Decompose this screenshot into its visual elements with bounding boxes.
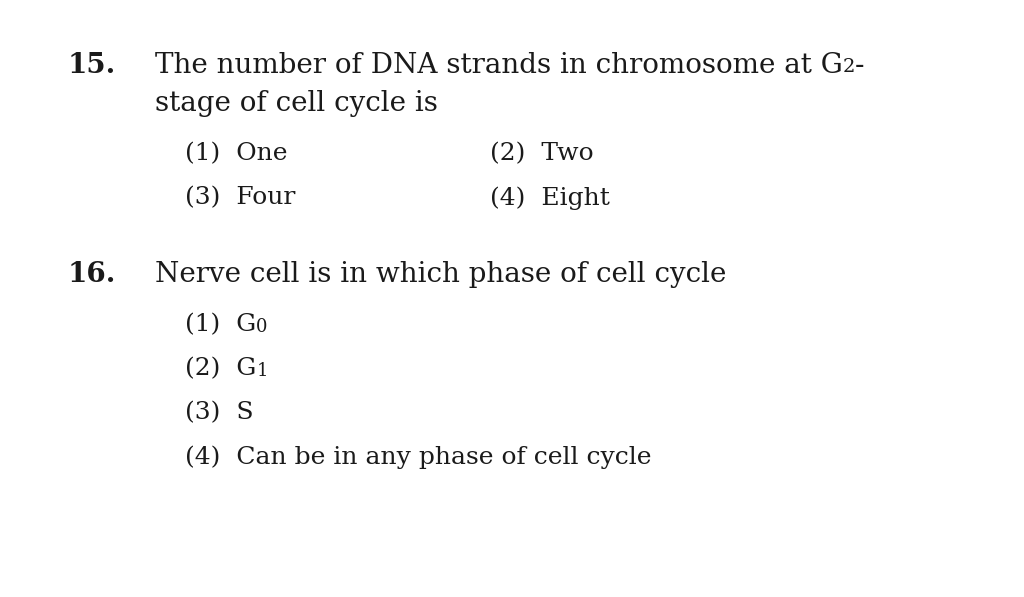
Text: 15.: 15. xyxy=(68,52,117,79)
Text: (1)  G: (1) G xyxy=(185,313,256,336)
Text: 1: 1 xyxy=(256,362,268,380)
Text: (3)  Four: (3) Four xyxy=(185,186,295,209)
Text: (2)  Two: (2) Two xyxy=(490,142,594,165)
Text: 0: 0 xyxy=(256,318,267,336)
Text: (4)  Can be in any phase of cell cycle: (4) Can be in any phase of cell cycle xyxy=(185,445,651,469)
Text: stage of cell cycle is: stage of cell cycle is xyxy=(155,90,438,117)
Text: 2: 2 xyxy=(843,58,855,76)
Text: (3)  S: (3) S xyxy=(185,401,254,424)
Text: (4)  Eight: (4) Eight xyxy=(490,186,610,210)
Text: The number of DNA strands in chromosome at G: The number of DNA strands in chromosome … xyxy=(155,52,843,79)
Text: Nerve cell is in which phase of cell cycle: Nerve cell is in which phase of cell cyc… xyxy=(155,261,726,288)
Text: 16.: 16. xyxy=(68,261,117,288)
Text: (2)  G: (2) G xyxy=(185,357,256,380)
Text: (1)  One: (1) One xyxy=(185,142,288,165)
Text: -: - xyxy=(855,52,864,79)
